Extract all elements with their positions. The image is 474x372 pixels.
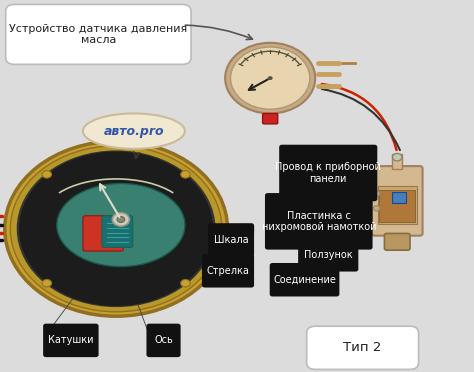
Circle shape (181, 279, 190, 287)
FancyBboxPatch shape (208, 223, 254, 257)
Text: авто.pro: авто.pro (104, 125, 164, 138)
FancyBboxPatch shape (384, 234, 410, 250)
Circle shape (5, 141, 228, 316)
Bar (392, 192, 406, 203)
Bar (379, 190, 415, 222)
Circle shape (225, 43, 315, 113)
FancyBboxPatch shape (83, 216, 123, 251)
FancyBboxPatch shape (6, 4, 191, 64)
FancyBboxPatch shape (102, 216, 133, 247)
FancyBboxPatch shape (146, 324, 181, 357)
Circle shape (25, 157, 208, 301)
Circle shape (18, 152, 214, 306)
Bar (392, 154, 402, 169)
FancyBboxPatch shape (372, 166, 422, 236)
Circle shape (42, 171, 52, 178)
FancyBboxPatch shape (279, 145, 377, 201)
Ellipse shape (83, 113, 185, 149)
Text: Стрелка: Стрелка (207, 266, 249, 276)
Text: Провод к приборной
панели: Провод к приборной панели (275, 162, 381, 184)
FancyBboxPatch shape (43, 324, 99, 357)
Text: Шкала: Шкала (214, 235, 248, 245)
FancyBboxPatch shape (265, 193, 373, 250)
Text: Ползунок: Ползунок (304, 250, 353, 260)
Circle shape (230, 47, 310, 109)
Circle shape (268, 76, 273, 80)
Text: Пластинка с
нихромовой намоткой: Пластинка с нихромовой намоткой (262, 211, 376, 232)
Circle shape (181, 171, 190, 178)
Circle shape (236, 224, 247, 233)
FancyBboxPatch shape (263, 113, 278, 124)
FancyBboxPatch shape (307, 326, 419, 369)
FancyBboxPatch shape (270, 263, 339, 296)
Circle shape (374, 191, 380, 196)
Bar (377, 186, 417, 224)
Text: Тип 2: Тип 2 (344, 341, 382, 354)
Text: Устройство датчика давления
масла: Устройство датчика давления масла (9, 23, 188, 45)
FancyBboxPatch shape (298, 238, 358, 272)
Ellipse shape (57, 183, 185, 267)
Text: Катушки: Катушки (48, 336, 93, 345)
Circle shape (10, 146, 222, 312)
Text: Ось: Ось (154, 336, 173, 345)
Circle shape (117, 217, 125, 222)
Circle shape (112, 213, 129, 226)
FancyBboxPatch shape (202, 254, 254, 288)
Circle shape (392, 153, 402, 161)
Circle shape (42, 279, 52, 287)
Circle shape (374, 206, 380, 211)
Text: Соединение: Соединение (273, 275, 336, 285)
